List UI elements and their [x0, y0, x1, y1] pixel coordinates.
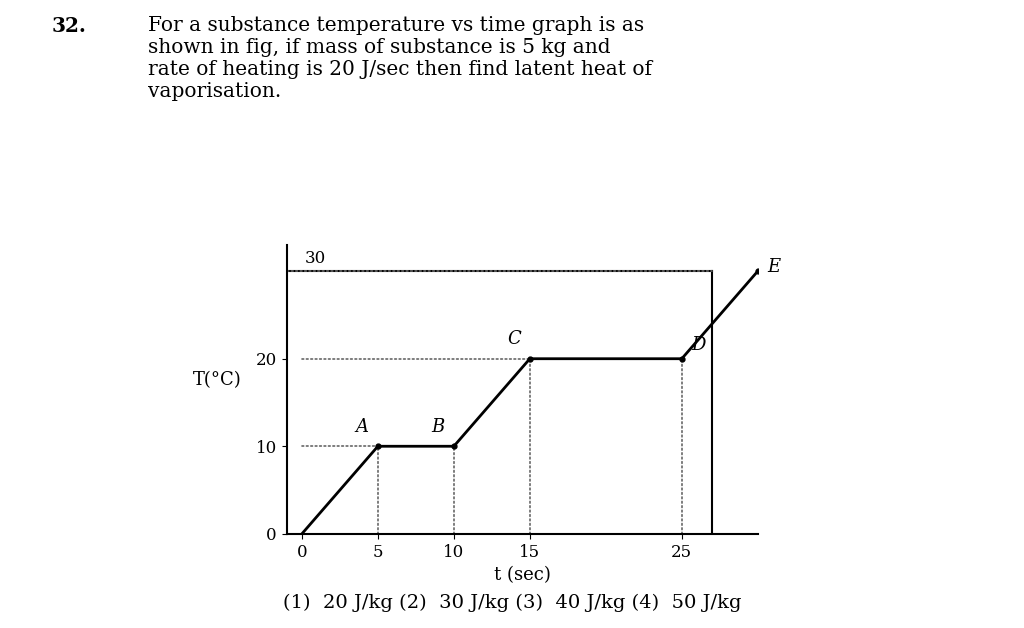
- Text: For a substance temperature vs time graph is as
shown in fig, if mass of substan: For a substance temperature vs time grap…: [148, 16, 652, 100]
- Text: (1)  20 J/kg (2)  30 J/kg (3)  40 J/kg (4)  50 J/kg: (1) 20 J/kg (2) 30 J/kg (3) 40 J/kg (4) …: [283, 594, 741, 612]
- Text: D: D: [691, 337, 706, 354]
- Y-axis label: T(°C): T(°C): [193, 371, 242, 389]
- Text: B: B: [431, 418, 444, 436]
- Text: C: C: [507, 330, 521, 348]
- Text: 32.: 32.: [51, 16, 86, 36]
- Text: E: E: [767, 257, 780, 276]
- Text: 30: 30: [305, 250, 327, 267]
- X-axis label: t (sec): t (sec): [494, 566, 551, 584]
- Text: A: A: [355, 418, 368, 436]
